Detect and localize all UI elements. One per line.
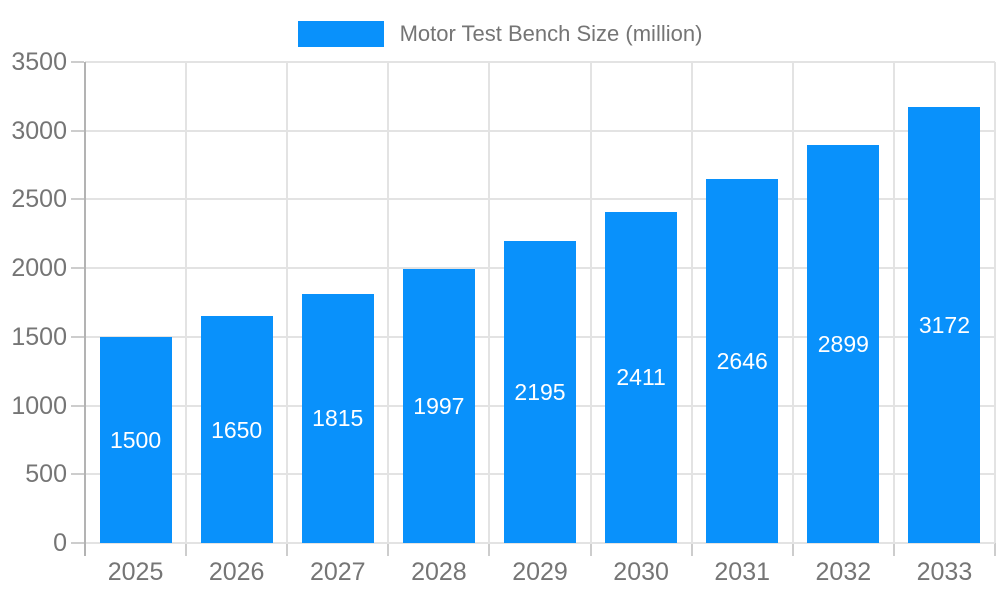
bar[interactable] [605,211,678,543]
bar[interactable] [200,316,273,543]
bar[interactable] [99,336,172,543]
x-tick-mark [791,543,794,556]
y-tick-label: 2000 [11,254,67,283]
y-tick-label: 500 [25,460,67,489]
y-tick-mark [71,335,84,338]
x-tick-mark [488,543,491,556]
gridline-vertical [286,62,289,543]
bar[interactable] [807,144,880,543]
bar-value-label: 1500 [109,426,162,453]
gridline-vertical [791,62,794,543]
x-tick-label: 2031 [714,558,771,586]
gridline-vertical [185,62,188,543]
bar-value-label: 2646 [716,348,768,375]
bar-value-label: 2899 [817,330,869,357]
gridline-vertical [589,62,592,543]
gridline-vertical [690,62,693,543]
x-tick-mark [690,543,693,556]
y-tick-label: 1500 [11,322,67,351]
legend-item[interactable]: Motor Test Bench Size (million) [0,21,1000,47]
bar[interactable] [504,241,576,543]
y-tick-label: 2500 [11,185,67,214]
x-tick-mark [185,543,188,556]
gridline-horizontal [85,198,995,201]
bar-value-label: 1650 [211,416,263,443]
y-axis-line [84,62,86,556]
x-tick-mark [589,543,592,556]
x-tick-mark [994,543,996,556]
gridline-vertical [994,62,996,543]
bar[interactable] [706,179,779,543]
x-tick-label: 2028 [411,558,467,586]
x-tick-mark [387,543,390,556]
x-tick-label: 2026 [208,558,265,586]
y-tick-mark [71,129,84,132]
bar-value-label: 2411 [616,364,666,391]
y-tick-label: 0 [53,529,67,557]
gridline-vertical [488,62,491,543]
bar-value-label: 2195 [514,379,566,406]
legend-swatch [297,21,384,47]
bar-value-label: 3172 [918,312,971,339]
y-tick-mark [71,473,84,476]
y-tick-mark [71,542,84,544]
x-tick-label: 2025 [107,558,164,586]
gridline-vertical [387,62,390,543]
bar-value-label: 1997 [413,392,465,419]
bar[interactable] [402,268,475,543]
x-tick-label: 2027 [309,558,366,586]
x-tick-label: 2029 [512,558,568,586]
y-tick-label: 3500 [11,48,67,76]
y-tick-mark [71,61,84,63]
x-tick-label: 2030 [613,558,669,586]
y-tick-label: 1000 [11,391,67,420]
y-tick-mark [71,404,84,407]
x-tick-mark [286,543,289,556]
y-tick-mark [71,267,84,270]
bar[interactable] [908,107,981,543]
gridline-horizontal [85,61,995,63]
legend-label: Motor Test Bench Size (million) [399,21,703,46]
gridline-horizontal [85,542,995,544]
x-tick-mark [892,543,895,556]
gridline-horizontal [85,129,995,132]
y-tick-mark [71,198,84,201]
gridline-vertical [892,62,895,543]
x-tick-label: 2033 [916,558,973,586]
y-tick-label: 3000 [11,116,67,145]
bar[interactable] [301,293,374,543]
bar-value-label: 1815 [312,405,364,432]
x-tick-label: 2032 [815,558,872,586]
